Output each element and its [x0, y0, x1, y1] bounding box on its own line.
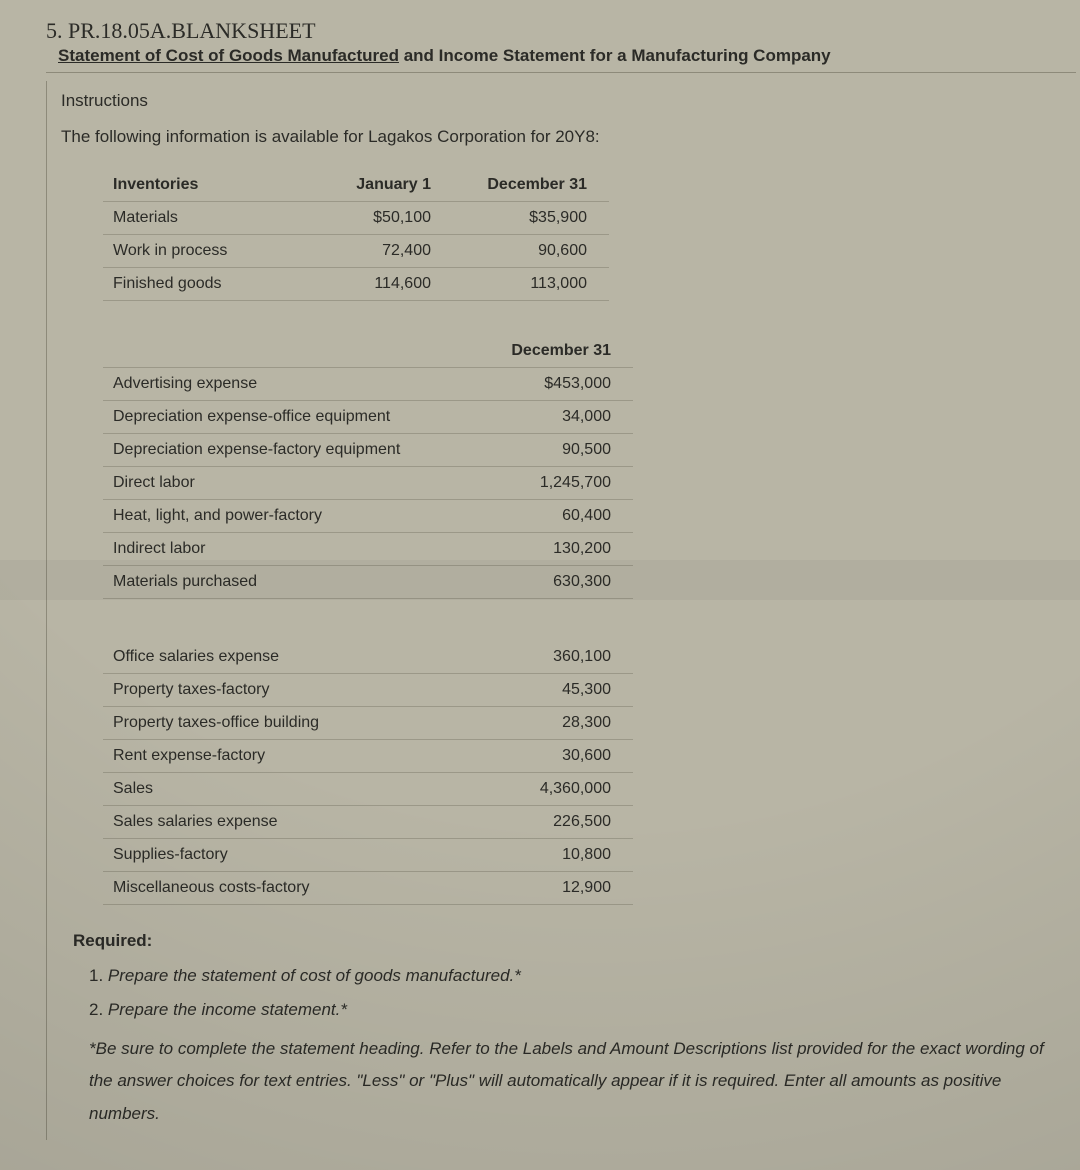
item-number: 2. — [89, 1000, 108, 1019]
row-label: Materials purchased — [103, 566, 467, 599]
expenses-table-part-a: December 31 Advertising expense$453,000 … — [103, 335, 633, 599]
row-label: Rent expense-factory — [103, 740, 467, 773]
cell-value: 30,600 — [467, 740, 633, 773]
cell-value: 114,600 — [297, 268, 453, 301]
cell-value: 12,900 — [467, 872, 633, 905]
row-label: Sales — [103, 773, 467, 806]
title-underlined: Statement of Cost of Goods Manufactured — [58, 46, 399, 65]
cell-value: 10,800 — [467, 839, 633, 872]
table-row: Finished goods 114,600 113,000 — [103, 268, 609, 301]
cell-value: 34,000 — [467, 401, 633, 434]
table-row: Rent expense-factory30,600 — [103, 740, 633, 773]
cell-value: 72,400 — [297, 235, 453, 268]
cell-value: 630,300 — [467, 566, 633, 599]
col-header-empty — [103, 335, 467, 368]
row-label: Advertising expense — [103, 368, 467, 401]
row-label: Indirect labor — [103, 533, 467, 566]
list-item: 2. Prepare the income statement.* — [89, 993, 1066, 1027]
col-header: December 31 — [453, 169, 609, 202]
table-row: Office salaries expense360,100 — [103, 641, 633, 674]
problem-number: 5. PR.18.05A.BLANKSHEET — [46, 18, 1080, 44]
divider — [46, 72, 1076, 73]
cell-value: 60,400 — [467, 500, 633, 533]
col-header: January 1 — [297, 169, 453, 202]
row-label: Depreciation expense-factory equipment — [103, 434, 467, 467]
table-row: Sales4,360,000 — [103, 773, 633, 806]
table-row: Miscellaneous costs-factory12,900 — [103, 872, 633, 905]
table-header-row: December 31 — [103, 335, 633, 368]
item-text: Prepare the income statement.* — [108, 1000, 347, 1019]
document-page: 5. PR.18.05A.BLANKSHEET Statement of Cos… — [0, 0, 1080, 1170]
row-label: Heat, light, and power-factory — [103, 500, 467, 533]
list-item: 1. Prepare the statement of cost of good… — [89, 959, 1066, 993]
cell-value: 113,000 — [453, 268, 609, 301]
col-header: December 31 — [467, 335, 633, 368]
col-header: Inventories — [103, 169, 297, 202]
cell-value: 45,300 — [467, 674, 633, 707]
cell-value: 360,100 — [467, 641, 633, 674]
item-number: 1. — [89, 966, 108, 985]
table-row: Materials purchased630,300 — [103, 566, 633, 599]
table-header-row: Inventories January 1 December 31 — [103, 169, 609, 202]
footnote: *Be sure to complete the statement headi… — [89, 1033, 1066, 1130]
row-label: Materials — [103, 202, 297, 235]
row-label: Sales salaries expense — [103, 806, 467, 839]
table-row: Advertising expense$453,000 — [103, 368, 633, 401]
table-row: Work in process 72,400 90,600 — [103, 235, 609, 268]
required-list: 1. Prepare the statement of cost of good… — [89, 959, 1066, 1027]
cell-value: 4,360,000 — [467, 773, 633, 806]
inventories-table: Inventories January 1 December 31 Materi… — [103, 169, 609, 301]
content-box: Instructions The following information i… — [46, 81, 1066, 1140]
cell-value: 28,300 — [467, 707, 633, 740]
row-label: Office salaries expense — [103, 641, 467, 674]
instructions-heading: Instructions — [61, 91, 1066, 111]
required-heading: Required: — [73, 931, 1066, 951]
row-label: Work in process — [103, 235, 297, 268]
expenses-table-part-b: Office salaries expense360,100 Property … — [103, 641, 633, 905]
cell-value: 1,245,700 — [467, 467, 633, 500]
table-row: Property taxes-office building28,300 — [103, 707, 633, 740]
table-row: Supplies-factory10,800 — [103, 839, 633, 872]
row-label: Depreciation expense-office equipment — [103, 401, 467, 434]
row-label: Property taxes-factory — [103, 674, 467, 707]
table-row: Heat, light, and power-factory60,400 — [103, 500, 633, 533]
title-rest: and Income Statement for a Manufacturing… — [399, 46, 831, 65]
cell-value: 90,600 — [453, 235, 609, 268]
page-title: Statement of Cost of Goods Manufactured … — [58, 46, 1080, 66]
table-row: Direct labor1,245,700 — [103, 467, 633, 500]
row-label: Property taxes-office building — [103, 707, 467, 740]
cell-value: 130,200 — [467, 533, 633, 566]
cell-value: 226,500 — [467, 806, 633, 839]
intro-text: The following information is available f… — [61, 127, 1066, 147]
table-row: Depreciation expense-factory equipment90… — [103, 434, 633, 467]
row-label: Miscellaneous costs-factory — [103, 872, 467, 905]
table-row: Depreciation expense-office equipment34,… — [103, 401, 633, 434]
table-row: Indirect labor130,200 — [103, 533, 633, 566]
row-label: Direct labor — [103, 467, 467, 500]
cell-value: $35,900 — [453, 202, 609, 235]
table-row: Sales salaries expense226,500 — [103, 806, 633, 839]
row-label: Finished goods — [103, 268, 297, 301]
table-row: Property taxes-factory45,300 — [103, 674, 633, 707]
cell-value: $453,000 — [467, 368, 633, 401]
table-row: Materials $50,100 $35,900 — [103, 202, 609, 235]
row-label: Supplies-factory — [103, 839, 467, 872]
cell-value: $50,100 — [297, 202, 453, 235]
item-text: Prepare the statement of cost of goods m… — [108, 966, 521, 985]
cell-value: 90,500 — [467, 434, 633, 467]
